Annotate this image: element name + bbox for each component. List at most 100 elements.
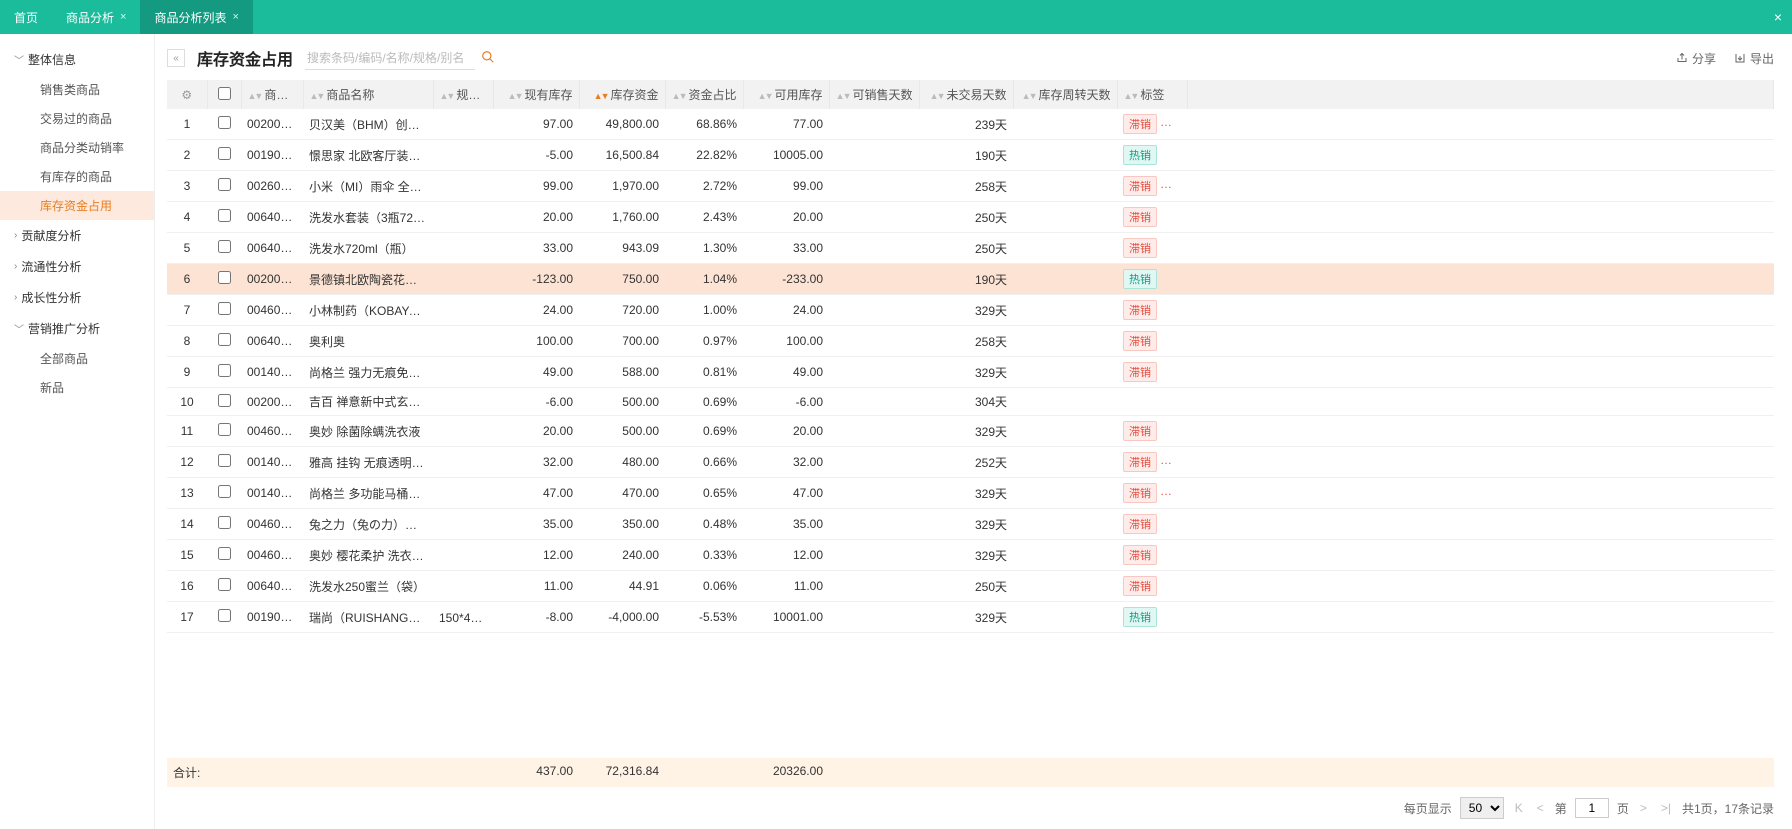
- sidebar-group[interactable]: ›流通性分析: [0, 251, 154, 282]
- table-row[interactable]: 5006400…洗发水720ml（瓶）33.00943.091.30%33.00…: [167, 233, 1774, 264]
- cell: 001400…: [241, 357, 303, 388]
- table-row[interactable]: 3002600…小米（MI）雨伞 全自动折叠99.001,970.002.72%…: [167, 171, 1774, 202]
- row-checkbox[interactable]: [218, 178, 231, 191]
- search-input[interactable]: [305, 47, 475, 70]
- row-checkbox[interactable]: [218, 394, 231, 407]
- column-header-ratio[interactable]: ▲▼资金占比: [665, 80, 743, 109]
- row-checkbox[interactable]: [218, 423, 231, 436]
- cell: 10001.00: [743, 602, 829, 633]
- table-row[interactable]: 13001400…尚格兰 多功能马桶刷套装 带47.00470.000.65%4…: [167, 478, 1774, 509]
- column-header-avail[interactable]: ▲▼可用库存: [743, 80, 829, 109]
- row-checkbox[interactable]: [218, 485, 231, 498]
- cell: 12.00: [493, 540, 579, 571]
- row-checkbox[interactable]: [218, 547, 231, 560]
- column-header-stock[interactable]: ▲▼现有库存: [493, 80, 579, 109]
- sidebar-group[interactable]: ﹀整体信息: [0, 44, 154, 75]
- table-row[interactable]: 2001900…憬思家 北欧客厅装饰画卧室-5.0016,500.8422.82…: [167, 140, 1774, 171]
- cell: [829, 264, 919, 295]
- column-header-code[interactable]: ▲▼商品…: [241, 80, 303, 109]
- table-row[interactable]: 12001400…雅高 挂钩 无痕透明粘钩 强32.00480.000.66%3…: [167, 447, 1774, 478]
- sidebar-item[interactable]: 新品: [0, 373, 154, 402]
- cell-tags: 热销: [1117, 140, 1187, 171]
- search-icon[interactable]: [481, 50, 495, 67]
- table-row[interactable]: 7004600…小林制药（KOBAYASHI）E24.00720.001.00%…: [167, 295, 1774, 326]
- gear-icon[interactable]: ⚙: [181, 88, 192, 102]
- column-label: 商品名称: [326, 88, 374, 102]
- page-last-icon[interactable]: >|: [1658, 801, 1674, 815]
- cell-tags: 滞销: [1117, 326, 1187, 357]
- row-checkbox[interactable]: [218, 271, 231, 284]
- tag-badge: 滞销: [1123, 545, 1157, 565]
- cell: 004600…: [241, 416, 303, 447]
- row-checkbox[interactable]: [218, 209, 231, 222]
- table-row[interactable]: 16006400…洗发水250蜜兰（袋）11.0044.910.06%11.00…: [167, 571, 1774, 602]
- table-row[interactable]: 8006400…奥利奥100.00700.000.97%100.00258天滞销: [167, 326, 1774, 357]
- table-row[interactable]: 9001400…尚格兰 强力无痕免打孔浴室49.00588.000.81%49.…: [167, 357, 1774, 388]
- cell: 11.00: [493, 571, 579, 602]
- collapse-sidebar-button[interactable]: «: [167, 49, 185, 67]
- column-header-turndays[interactable]: ▲▼库存周转天数: [1013, 80, 1117, 109]
- column-header-selldays[interactable]: ▲▼可销售天数: [829, 80, 919, 109]
- table-row[interactable]: 17001900…瑞尚（RUISHANG）卧室150*40厘米-8.00-4,0…: [167, 602, 1774, 633]
- top-tab[interactable]: 商品分析列表×: [140, 0, 252, 34]
- top-tab[interactable]: 首页: [0, 0, 52, 34]
- row-checkbox[interactable]: [218, 116, 231, 129]
- table-row[interactable]: 10002000…吉百 禅意新中式玄关摆件客-6.00500.000.69%-6…: [167, 388, 1774, 416]
- close-icon[interactable]: ×: [232, 11, 238, 23]
- page-next-icon[interactable]: >: [1637, 801, 1650, 815]
- row-checkbox[interactable]: [218, 516, 231, 529]
- column-header-tags[interactable]: ▲▼标签: [1117, 80, 1187, 109]
- table-row[interactable]: 4006400…洗发水套装（3瓶720ml+1）20.001,760.002.4…: [167, 202, 1774, 233]
- row-checkbox[interactable]: [218, 240, 231, 253]
- table-row[interactable]: 6002000…景德镇北欧陶瓷花瓶摆件 优-123.00750.001.04%-…: [167, 264, 1774, 295]
- share-button[interactable]: 分享: [1676, 50, 1716, 67]
- sidebar-group[interactable]: ﹀营销推广分析: [0, 313, 154, 344]
- cell: 小米（MI）雨伞 全自动折叠: [303, 171, 433, 202]
- close-all-tabs[interactable]: ×: [1774, 0, 1782, 34]
- page-prev-icon[interactable]: <: [1534, 801, 1547, 815]
- tag-badge: 滞销: [1123, 238, 1157, 258]
- close-icon[interactable]: ×: [120, 11, 126, 23]
- page-number-input[interactable]: [1575, 798, 1609, 818]
- sidebar-group-label: 成长性分析: [21, 289, 81, 306]
- export-button[interactable]: 导出: [1734, 50, 1774, 67]
- table-row[interactable]: 14004600…兔之力（兔の力）粘毛器粘35.00350.000.48%35.…: [167, 509, 1774, 540]
- row-checkbox[interactable]: [218, 454, 231, 467]
- cell-tags: 滞销热销: [1117, 109, 1187, 140]
- top-tab[interactable]: 商品分析×: [52, 0, 140, 34]
- table-row[interactable]: 15004600…奥妙 樱花柔护 洗衣凝珠 1012.00240.000.33%…: [167, 540, 1774, 571]
- column-header-fund[interactable]: ▲▼库存资金: [579, 80, 665, 109]
- cell: [1013, 264, 1117, 295]
- sidebar-item[interactable]: 交易过的商品: [0, 104, 154, 133]
- row-checkbox[interactable]: [218, 302, 231, 315]
- cell: 1.30%: [665, 233, 743, 264]
- select-all-checkbox[interactable]: [218, 87, 231, 100]
- sidebar-item[interactable]: 全部商品: [0, 344, 154, 373]
- page-first-icon[interactable]: K: [1512, 801, 1526, 815]
- column-header-name[interactable]: ▲▼商品名称: [303, 80, 433, 109]
- cell: 尚格兰 强力无痕免打孔浴室: [303, 357, 433, 388]
- column-header-spec[interactable]: ▲▼规格型号: [433, 80, 493, 109]
- table-row[interactable]: 1002000…贝汉美（BHM）创意北欧花97.0049,800.0068.86…: [167, 109, 1774, 140]
- row-checkbox[interactable]: [218, 364, 231, 377]
- sidebar-item[interactable]: 有库存的商品: [0, 162, 154, 191]
- row-checkbox[interactable]: [218, 147, 231, 160]
- cell-tags: 滞销: [1117, 416, 1187, 447]
- table-row[interactable]: 11004600…奥妙 除菌除螨洗衣液20.00500.000.69%20.00…: [167, 416, 1774, 447]
- row-checkbox[interactable]: [218, 333, 231, 346]
- column-label: 现有库存: [524, 88, 572, 102]
- row-checkbox[interactable]: [218, 578, 231, 591]
- sidebar-group[interactable]: ›成长性分析: [0, 282, 154, 313]
- row-checkbox[interactable]: [218, 609, 231, 622]
- sidebar-group[interactable]: ›贡献度分析: [0, 220, 154, 251]
- cell: 16,500.84: [579, 140, 665, 171]
- column-header-notrade[interactable]: ▲▼未交易天数: [919, 80, 1013, 109]
- cell: 22.82%: [665, 140, 743, 171]
- per-page-select[interactable]: 50: [1460, 797, 1504, 819]
- page-total: 共1页，17条记录: [1682, 800, 1774, 817]
- sidebar-item[interactable]: 库存资金占用: [0, 191, 154, 220]
- sidebar-item[interactable]: 销售类商品: [0, 75, 154, 104]
- cell: 329天: [919, 509, 1013, 540]
- cell: 002600…: [241, 171, 303, 202]
- sidebar-item[interactable]: 商品分类动销率: [0, 133, 154, 162]
